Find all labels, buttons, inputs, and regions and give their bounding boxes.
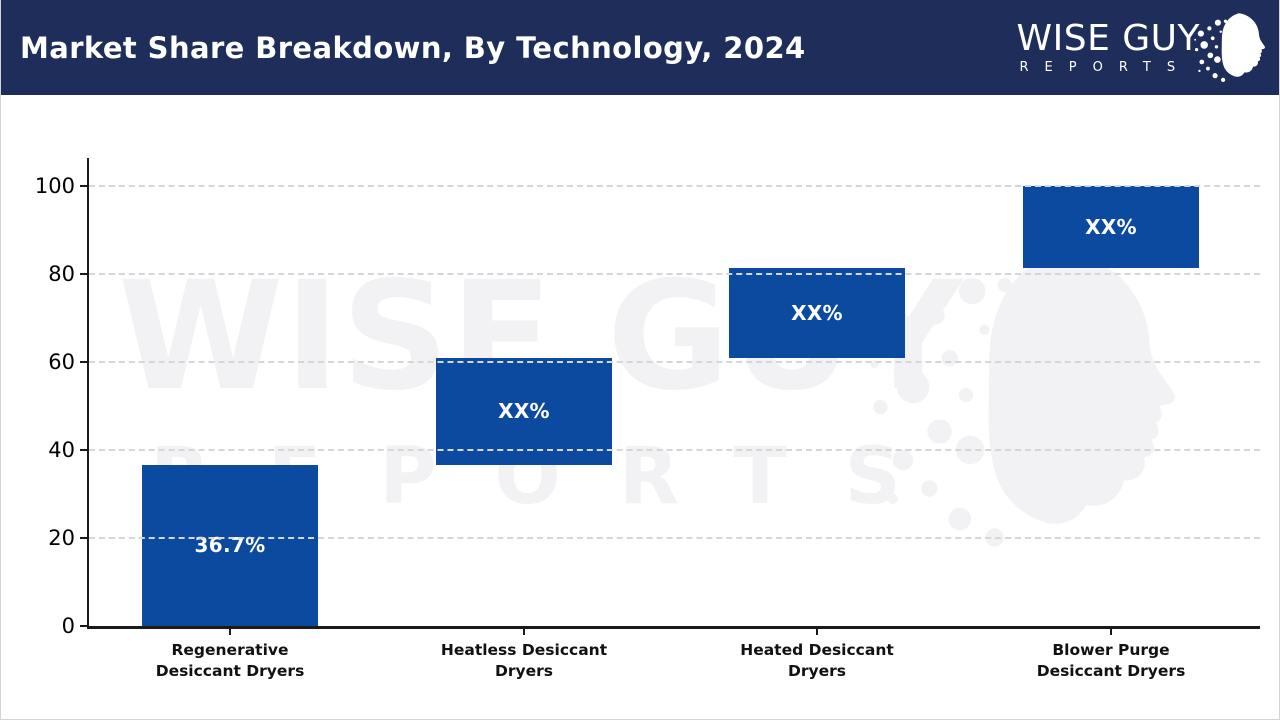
y-tick-label: 40	[48, 438, 75, 462]
y-tick-mark	[80, 537, 89, 539]
bar: XX%	[436, 357, 612, 465]
x-tick-mark	[523, 626, 525, 635]
y-tick-label: 60	[48, 350, 75, 374]
header: Market Share Breakdown, By Technology, 2…	[0, 0, 1280, 95]
y-axis-line	[87, 158, 89, 629]
y-tick-label: 80	[48, 262, 75, 286]
x-category-label: Blower Purge Desiccant Dryers	[1036, 641, 1186, 680]
brand-name: WISE GUY	[1016, 17, 1200, 59]
gridline	[89, 185, 1260, 187]
brand-logo-text: WISE GUY REPORTS	[1016, 17, 1201, 75]
y-tick-label: 20	[48, 526, 75, 550]
brand-logo: WISE GUY REPORTS	[1017, 0, 1269, 95]
y-tick-mark	[80, 625, 89, 627]
gridline	[89, 449, 1260, 451]
x-tick-mark	[229, 626, 231, 635]
y-tick-mark	[80, 185, 89, 187]
bar-value-label: XX%	[791, 300, 843, 325]
gridline	[89, 273, 1260, 275]
gridline	[89, 361, 1260, 363]
gridline	[89, 537, 1260, 539]
bar-value-label: XX%	[498, 399, 550, 424]
x-axis-line	[87, 626, 1260, 629]
x-category-label: Heatless Desiccant Dryers	[440, 641, 608, 680]
x-tick-mark	[1110, 626, 1112, 635]
bar: XX%	[1023, 186, 1199, 268]
y-tick-mark	[80, 361, 89, 363]
x-category-label: Regenerative Desiccant Dryers	[155, 641, 305, 680]
brand-subname: REPORTS	[1019, 59, 1192, 75]
y-tick-mark	[80, 273, 89, 275]
x-category-label: Heated Desiccant Dryers	[740, 641, 894, 680]
page-title: Market Share Breakdown, By Technology, 2…	[20, 30, 806, 65]
x-tick-mark	[816, 626, 818, 635]
bar-value-label: XX%	[1085, 214, 1137, 239]
bar: 36.7%	[142, 464, 318, 626]
bar: XX%	[729, 267, 905, 358]
brand-head-icon	[1190, 7, 1268, 89]
y-tick-label: 100	[34, 174, 75, 198]
y-tick-label: 0	[61, 614, 75, 638]
y-tick-mark	[80, 449, 89, 451]
